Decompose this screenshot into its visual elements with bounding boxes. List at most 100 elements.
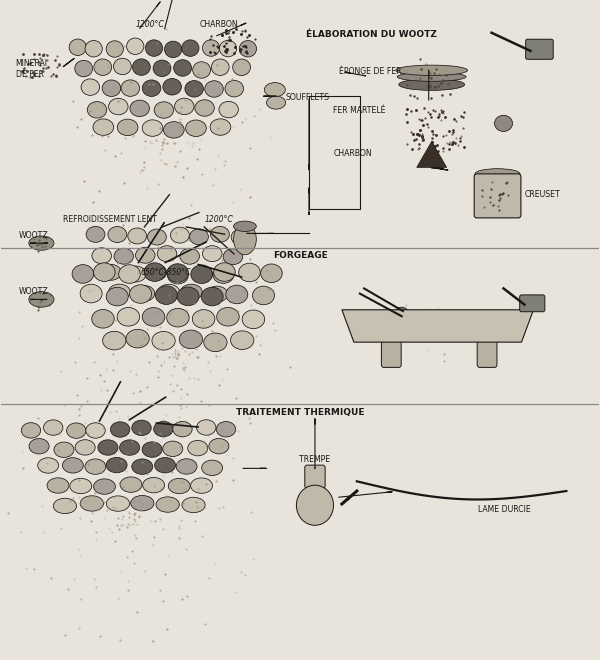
Text: MINERAI
DE FER: MINERAI DE FER	[16, 59, 47, 79]
Ellipse shape	[202, 460, 223, 475]
Ellipse shape	[202, 40, 220, 56]
FancyBboxPatch shape	[474, 174, 521, 218]
Ellipse shape	[193, 310, 215, 328]
Ellipse shape	[70, 478, 92, 494]
Ellipse shape	[88, 102, 107, 118]
Ellipse shape	[54, 442, 74, 457]
Ellipse shape	[43, 420, 63, 436]
Ellipse shape	[93, 119, 113, 135]
Ellipse shape	[136, 248, 155, 263]
Ellipse shape	[185, 120, 206, 137]
Ellipse shape	[94, 263, 115, 281]
Ellipse shape	[158, 284, 179, 300]
Ellipse shape	[175, 98, 194, 115]
Ellipse shape	[131, 496, 154, 511]
Ellipse shape	[179, 330, 203, 348]
Ellipse shape	[155, 457, 175, 473]
Ellipse shape	[142, 120, 163, 137]
Ellipse shape	[494, 115, 512, 131]
Ellipse shape	[170, 227, 190, 243]
Ellipse shape	[190, 229, 208, 245]
Ellipse shape	[72, 265, 94, 283]
Ellipse shape	[201, 287, 223, 306]
Ellipse shape	[173, 59, 191, 76]
Ellipse shape	[206, 286, 228, 302]
Ellipse shape	[114, 248, 134, 264]
Ellipse shape	[29, 438, 49, 454]
Ellipse shape	[130, 284, 152, 304]
Ellipse shape	[119, 265, 140, 283]
Ellipse shape	[217, 422, 236, 437]
Ellipse shape	[119, 440, 140, 455]
Ellipse shape	[92, 310, 114, 328]
Ellipse shape	[217, 308, 239, 326]
Ellipse shape	[154, 421, 173, 437]
Ellipse shape	[397, 72, 466, 81]
Ellipse shape	[142, 308, 165, 326]
Ellipse shape	[193, 62, 211, 78]
Ellipse shape	[109, 284, 130, 300]
Ellipse shape	[209, 438, 229, 454]
Ellipse shape	[265, 82, 286, 97]
Ellipse shape	[163, 441, 183, 457]
FancyBboxPatch shape	[305, 465, 325, 488]
Ellipse shape	[75, 440, 95, 455]
Ellipse shape	[204, 333, 227, 352]
Ellipse shape	[182, 497, 205, 513]
Ellipse shape	[220, 40, 236, 57]
Text: WOOTZ: WOOTZ	[19, 231, 48, 240]
Ellipse shape	[29, 236, 54, 250]
Ellipse shape	[142, 80, 161, 96]
Ellipse shape	[157, 246, 177, 261]
Ellipse shape	[86, 226, 105, 242]
Text: TREMPE: TREMPE	[299, 455, 331, 465]
Ellipse shape	[142, 442, 162, 457]
Ellipse shape	[180, 248, 199, 264]
Ellipse shape	[125, 266, 146, 282]
Ellipse shape	[233, 221, 256, 232]
Ellipse shape	[226, 285, 248, 304]
Ellipse shape	[85, 40, 102, 57]
Ellipse shape	[197, 420, 216, 435]
Ellipse shape	[106, 41, 124, 57]
Ellipse shape	[168, 268, 188, 284]
Ellipse shape	[67, 423, 86, 438]
Text: SOUFFLETS: SOUFFLETS	[286, 93, 329, 102]
Ellipse shape	[239, 40, 257, 57]
Ellipse shape	[110, 422, 130, 437]
Ellipse shape	[106, 496, 130, 512]
Ellipse shape	[253, 286, 274, 305]
Ellipse shape	[148, 229, 166, 245]
Ellipse shape	[53, 498, 77, 513]
Ellipse shape	[266, 96, 286, 109]
Ellipse shape	[191, 265, 212, 284]
Ellipse shape	[106, 457, 127, 473]
Ellipse shape	[167, 308, 189, 327]
Ellipse shape	[211, 59, 229, 75]
Ellipse shape	[176, 459, 197, 474]
Ellipse shape	[195, 100, 214, 116]
Ellipse shape	[132, 420, 151, 436]
Ellipse shape	[475, 169, 520, 179]
Ellipse shape	[106, 287, 128, 306]
Ellipse shape	[219, 102, 238, 118]
Ellipse shape	[127, 38, 144, 55]
Ellipse shape	[101, 265, 121, 280]
Ellipse shape	[21, 422, 41, 438]
Ellipse shape	[113, 58, 131, 75]
Text: 1200°C: 1200°C	[136, 20, 164, 30]
Ellipse shape	[94, 479, 115, 494]
Ellipse shape	[62, 457, 83, 473]
Ellipse shape	[146, 265, 167, 280]
Ellipse shape	[230, 331, 254, 349]
Ellipse shape	[163, 79, 181, 95]
Ellipse shape	[210, 119, 231, 135]
Ellipse shape	[117, 308, 140, 326]
FancyBboxPatch shape	[477, 338, 497, 368]
Ellipse shape	[102, 80, 121, 96]
Ellipse shape	[143, 477, 164, 493]
Ellipse shape	[167, 264, 188, 282]
Ellipse shape	[396, 65, 467, 75]
Ellipse shape	[211, 226, 229, 242]
Ellipse shape	[214, 263, 235, 281]
